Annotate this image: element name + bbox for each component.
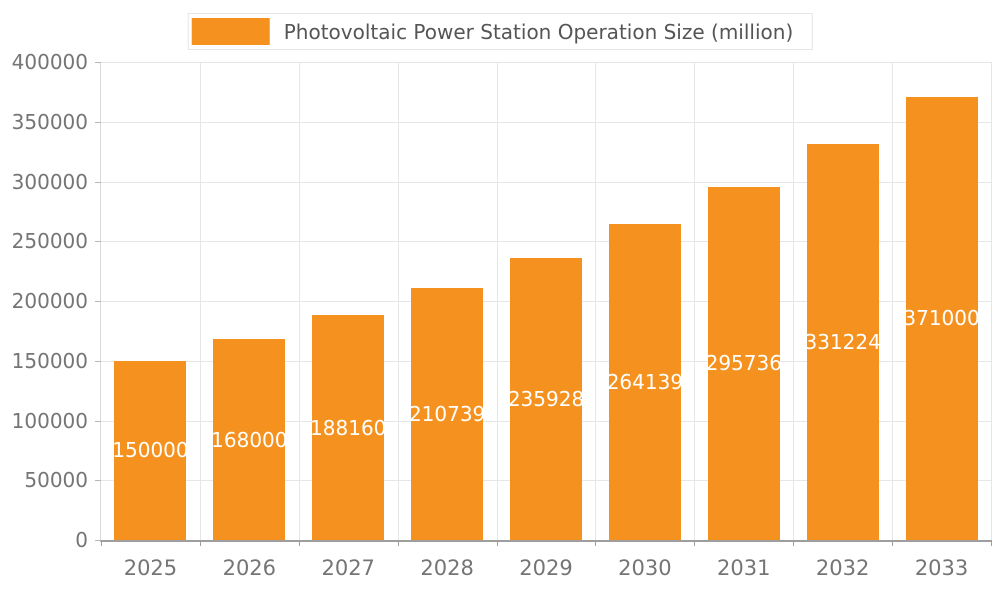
legend[interactable]: Photovoltaic Power Station Operation Siz… [187, 13, 813, 50]
bar[interactable]: 210739 [408, 288, 486, 540]
x-axis-label: 2026 [222, 556, 277, 580]
bar[interactable]: 150000 [112, 360, 189, 540]
bar[interactable]: 168000 [211, 339, 288, 540]
x-axis-label: 2029 [519, 556, 573, 580]
legend-label: Photovoltaic Power Station Operation Siz… [283, 19, 794, 44]
x-axis-tick [199, 540, 201, 546]
bar-value-label: 371000 [903, 306, 980, 331]
bar-value-label: 331224 [804, 330, 881, 355]
x-axis-label: 2031 [717, 556, 771, 580]
x-axis-label: 2030 [618, 556, 672, 580]
bar-value-label: 210739 [408, 402, 486, 427]
x-axis-tick [298, 540, 300, 546]
y-axis-label: 400000 [11, 50, 88, 74]
x-axis-tick [991, 540, 992, 546]
y-gridline [101, 121, 991, 123]
x-axis-tick [101, 540, 102, 546]
x-axis-label: 2027 [321, 556, 375, 580]
y-gridline [101, 241, 991, 243]
x-gridline [397, 62, 399, 540]
bar[interactable]: 188160 [310, 315, 387, 540]
x-gridline [892, 62, 894, 540]
x-gridline [496, 62, 498, 540]
bar-value-label: 188160 [310, 415, 387, 440]
x-axis-tick [793, 540, 795, 546]
x-gridline [595, 62, 597, 540]
bar-value-label: 264139 [606, 370, 684, 395]
y-axis-tick [95, 121, 101, 123]
x-axis-label: 2032 [815, 556, 870, 580]
y-axis-label: 350000 [11, 109, 88, 134]
y-axis-tick [95, 540, 101, 541]
y-axis-label: 150000 [11, 348, 88, 373]
x-gridline [694, 62, 696, 540]
x-gridline [298, 62, 300, 540]
y-axis-label: 50000 [24, 468, 88, 493]
y-axis-label: 300000 [11, 169, 88, 194]
y-axis-tick [95, 360, 101, 362]
y-axis-tick [95, 241, 101, 243]
x-gridline [793, 62, 795, 540]
x-axis-label: 2025 [123, 556, 178, 580]
x-axis-tick [694, 540, 696, 546]
x-axis-label: 2028 [420, 556, 474, 580]
plot-area: 0 50000 100000 150000 200000 250000 300000 3500… [12, 52, 992, 580]
bar-value-label: 235928 [507, 387, 585, 412]
y-axis-label: 0 [75, 528, 88, 552]
bar-value-label: 168000 [211, 427, 288, 452]
y-axis-tick [95, 62, 101, 63]
y-gridline [101, 181, 991, 183]
y-axis-tick [95, 480, 101, 482]
x-axis-tick [397, 540, 399, 546]
bar[interactable]: 331224 [804, 144, 881, 540]
bar-value-label: 295736 [705, 351, 782, 376]
x-axis-tick [595, 540, 597, 546]
y-axis-label: 250000 [11, 229, 88, 254]
bar[interactable]: 371000 [903, 96, 980, 540]
y-axis-tick [95, 301, 101, 302]
x-gridline [199, 62, 201, 540]
y-axis-label: 200000 [11, 289, 88, 313]
bar-value-label: 150000 [112, 438, 189, 463]
bar[interactable]: 235928 [507, 258, 585, 540]
x-axis-label: 2033 [914, 556, 969, 580]
bar[interactable]: 264139 [606, 224, 684, 540]
y-axis-tick [95, 181, 101, 183]
legend-swatch [191, 18, 270, 45]
y-gridline [101, 62, 991, 63]
x-axis-tick [892, 540, 894, 546]
x-axis-tick [496, 540, 498, 546]
y-axis-tick [95, 420, 101, 422]
y-axis-label: 100000 [11, 408, 88, 433]
bar[interactable]: 295736 [705, 186, 782, 540]
